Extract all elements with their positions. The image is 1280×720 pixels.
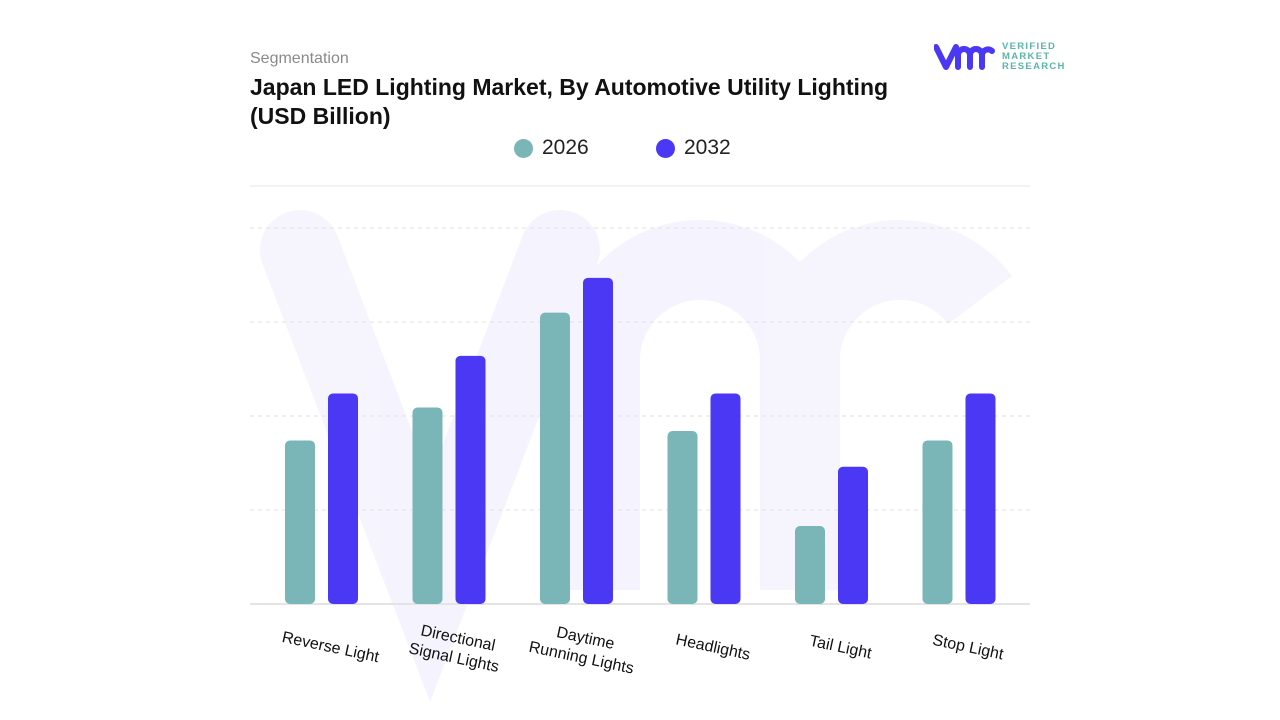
legend-label: 2026 [542,136,589,159]
legend: 2026 2032 [0,136,1280,162]
bar-2032[interactable] [838,466,868,604]
bar-2032[interactable] [328,393,358,604]
chart-title: Japan LED Lighting Market, By Automotive… [250,74,889,129]
x-tick-label: Tail Light [808,633,874,663]
vmr-logo-icon [934,44,995,70]
bar-2026[interactable] [540,312,570,604]
legend-item-2032[interactable]: 2032 [656,136,731,160]
watermark-logo [260,210,1012,703]
bar-2032[interactable] [583,277,613,604]
bar-2026[interactable] [667,431,698,604]
logo-line: MARKET [1002,51,1051,62]
x-tick-label: DaytimeRunning Lights [527,619,639,677]
bar-2026[interactable] [795,525,825,604]
legend-swatch-2032 [656,138,675,158]
logo-line: RESEARCH [1002,61,1066,72]
x-tick-label-line: Tail Light [808,633,874,663]
legend-label: 2032 [684,136,731,159]
legend-swatch-2026 [514,138,533,158]
vmr-logo: VERIFIED MARKET RESEARCH [934,42,1066,72]
bar-2026[interactable] [285,440,315,604]
bar-2032[interactable] [710,393,741,604]
segmentation-label: Segmentation [250,50,349,67]
bar-2026[interactable] [922,440,953,604]
x-tick-label: Headlights [674,631,751,663]
logo-line: VERIFIED [1002,41,1057,52]
bar-2032[interactable] [455,355,486,604]
logo-text: VERIFIED MARKET RESEARCH [1002,42,1066,72]
legend-item-2026[interactable]: 2026 [514,136,589,160]
bar-2026[interactable] [412,407,443,604]
x-tick-label-line: Headlights [674,631,751,663]
x-tick-label-line: Reverse Light [280,629,381,666]
x-tick-label: Stop Light [931,632,1006,664]
x-tick-label: Reverse Light [280,629,381,666]
x-tick-label-line: Stop Light [931,632,1006,664]
bar-2032[interactable] [965,393,996,604]
